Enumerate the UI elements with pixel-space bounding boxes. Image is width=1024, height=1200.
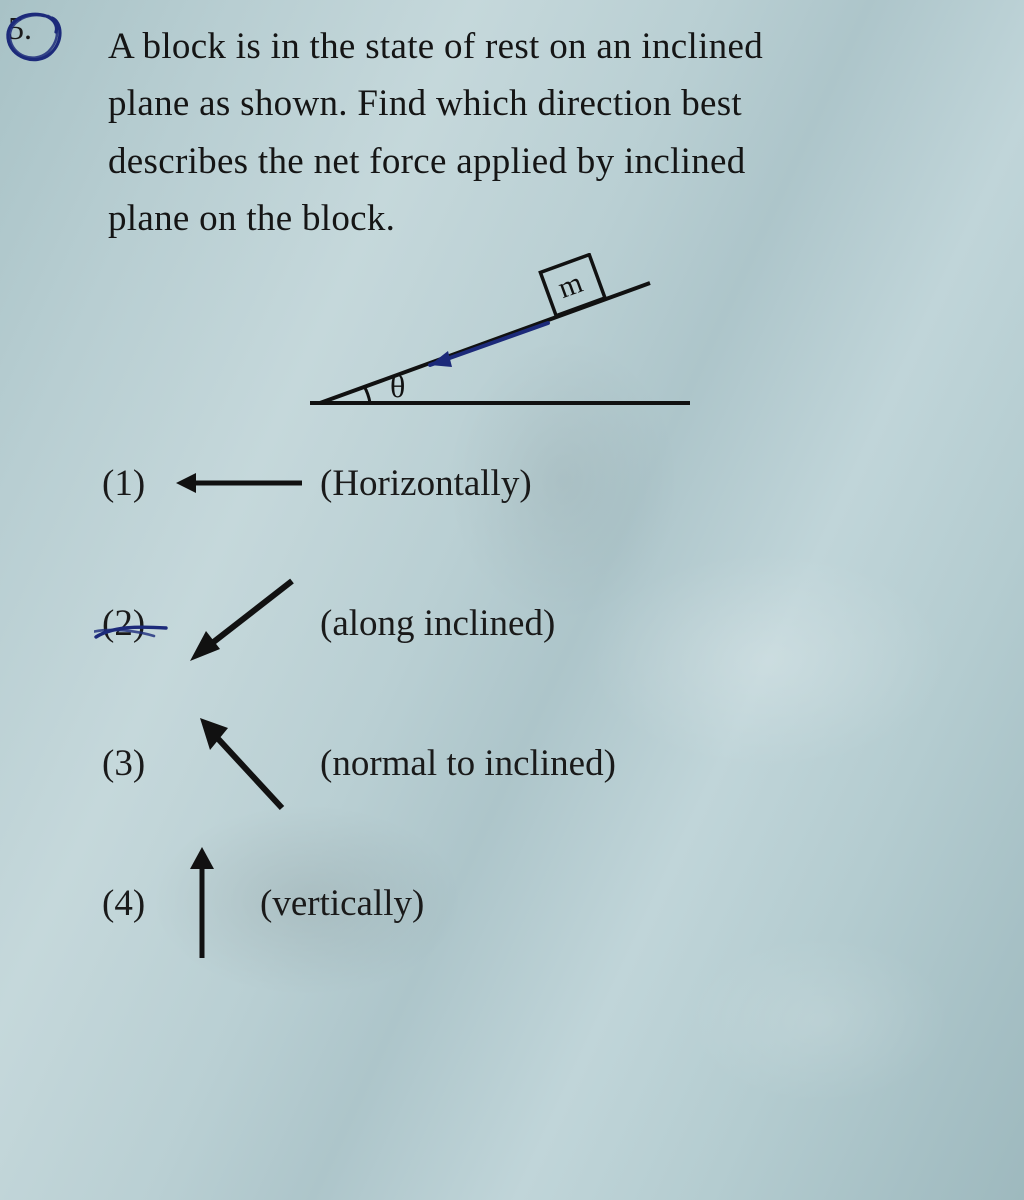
- arrow-up-icon: [172, 843, 232, 963]
- incline-diagram: θ m: [290, 253, 710, 433]
- option-2-arrow: [172, 583, 312, 663]
- question-line-3: describes the net force applied by incli…: [108, 141, 746, 182]
- option-1: (1) (Horizontally): [102, 443, 984, 523]
- option-4: (4) (vertically): [102, 863, 984, 943]
- block: m: [540, 255, 605, 316]
- arrow-up-left-icon: [172, 708, 312, 818]
- option-3-arrow: [172, 723, 312, 803]
- option-3-label: (normal to inclined): [320, 742, 616, 785]
- option-4-arrow: [172, 863, 252, 943]
- pen-arrow-icon: [430, 323, 548, 367]
- option-1-number: (1): [102, 462, 172, 505]
- question-number: 5.: [8, 10, 32, 47]
- arrow-down-left-icon: [172, 573, 312, 673]
- question-text: A block is in the state of rest on an in…: [108, 18, 984, 247]
- question-line-4: plane on the block.: [108, 198, 395, 239]
- angle-label: θ: [390, 368, 405, 404]
- arrow-left-icon: [172, 463, 312, 503]
- option-1-label: (Horizontally): [320, 462, 532, 505]
- page: 5. A block is in the state of rest on an…: [0, 0, 1024, 1200]
- option-1-arrow: [172, 443, 312, 523]
- option-2: (2) (along inclined): [102, 583, 984, 663]
- options-list: (1) (Horizontally) (2): [102, 443, 984, 943]
- option-3-number: (3): [102, 742, 172, 785]
- option-4-number: (4): [102, 882, 172, 925]
- angle-arc: [364, 386, 370, 403]
- option-2-label: (along inclined): [320, 602, 555, 645]
- question-line-1: A block is in the state of rest on an in…: [108, 26, 763, 67]
- option-4-label: (vertically): [260, 882, 424, 925]
- incline-svg: θ m: [290, 253, 710, 433]
- block-label: m: [554, 266, 587, 305]
- option-3: (3) (normal to inclined): [102, 723, 984, 803]
- question-number-text: 5.: [8, 10, 32, 46]
- question-line-2: plane as shown. Find which direction bes…: [108, 83, 742, 124]
- option-2-number: (2): [102, 602, 172, 645]
